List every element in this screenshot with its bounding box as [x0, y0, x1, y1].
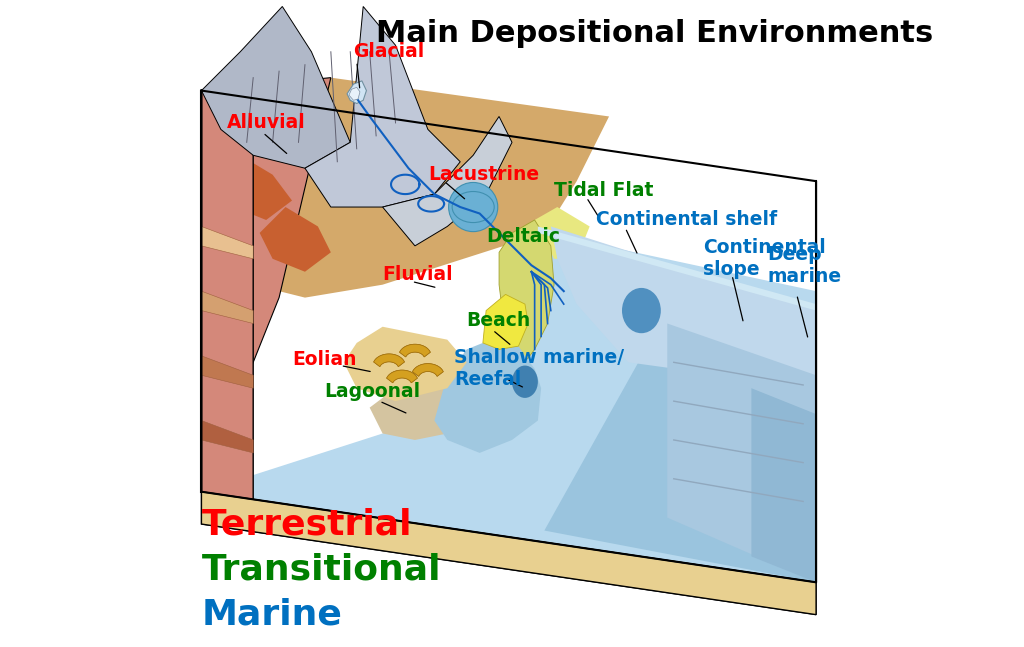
Polygon shape — [347, 81, 367, 104]
Circle shape — [449, 182, 498, 232]
Text: Deep
marine: Deep marine — [768, 245, 842, 286]
Text: Main Depositional Environments: Main Depositional Environments — [376, 19, 933, 49]
Polygon shape — [202, 226, 253, 259]
Polygon shape — [399, 344, 430, 357]
Polygon shape — [752, 388, 816, 582]
Polygon shape — [202, 78, 331, 492]
Polygon shape — [202, 356, 253, 388]
Polygon shape — [413, 364, 443, 377]
Polygon shape — [202, 492, 816, 615]
Polygon shape — [374, 354, 404, 367]
Polygon shape — [260, 207, 331, 272]
Text: Beach: Beach — [467, 311, 531, 330]
Polygon shape — [214, 155, 292, 220]
Text: Alluvial: Alluvial — [227, 113, 306, 133]
Polygon shape — [344, 327, 467, 401]
Polygon shape — [202, 492, 816, 615]
Polygon shape — [383, 116, 512, 246]
Polygon shape — [202, 91, 253, 518]
Text: Glacial: Glacial — [353, 42, 425, 61]
Polygon shape — [483, 294, 528, 349]
Polygon shape — [551, 226, 816, 388]
Ellipse shape — [512, 366, 538, 398]
Polygon shape — [387, 370, 418, 383]
Polygon shape — [434, 343, 541, 453]
Polygon shape — [202, 233, 816, 582]
Polygon shape — [370, 372, 467, 440]
Polygon shape — [387, 370, 418, 383]
Polygon shape — [668, 324, 816, 582]
Polygon shape — [535, 207, 590, 259]
Text: Lagoonal: Lagoonal — [325, 382, 421, 401]
Text: Tidal Flat: Tidal Flat — [554, 181, 653, 201]
Text: Terrestrial: Terrestrial — [202, 507, 412, 541]
Ellipse shape — [622, 288, 660, 333]
Text: Eolian: Eolian — [292, 349, 356, 369]
Polygon shape — [305, 6, 460, 207]
Polygon shape — [253, 78, 609, 298]
Text: Fluvial: Fluvial — [383, 265, 454, 285]
Polygon shape — [538, 226, 816, 311]
Polygon shape — [499, 220, 554, 362]
Polygon shape — [413, 364, 443, 377]
Text: Continental
slope: Continental slope — [702, 238, 825, 280]
Text: Marine: Marine — [202, 598, 342, 631]
Text: Continental shelf: Continental shelf — [596, 210, 777, 230]
Polygon shape — [399, 344, 430, 357]
Text: Shallow marine/
Reefal: Shallow marine/ Reefal — [454, 348, 624, 389]
Text: Transitional: Transitional — [202, 553, 441, 586]
Polygon shape — [202, 6, 350, 168]
Text: Lacustrine: Lacustrine — [428, 165, 539, 184]
Polygon shape — [202, 421, 253, 453]
Polygon shape — [202, 214, 253, 278]
Text: Deltaic: Deltaic — [486, 226, 560, 246]
Polygon shape — [545, 311, 816, 582]
Ellipse shape — [453, 192, 495, 223]
Polygon shape — [349, 87, 360, 100]
Polygon shape — [202, 291, 253, 324]
Polygon shape — [374, 354, 404, 367]
